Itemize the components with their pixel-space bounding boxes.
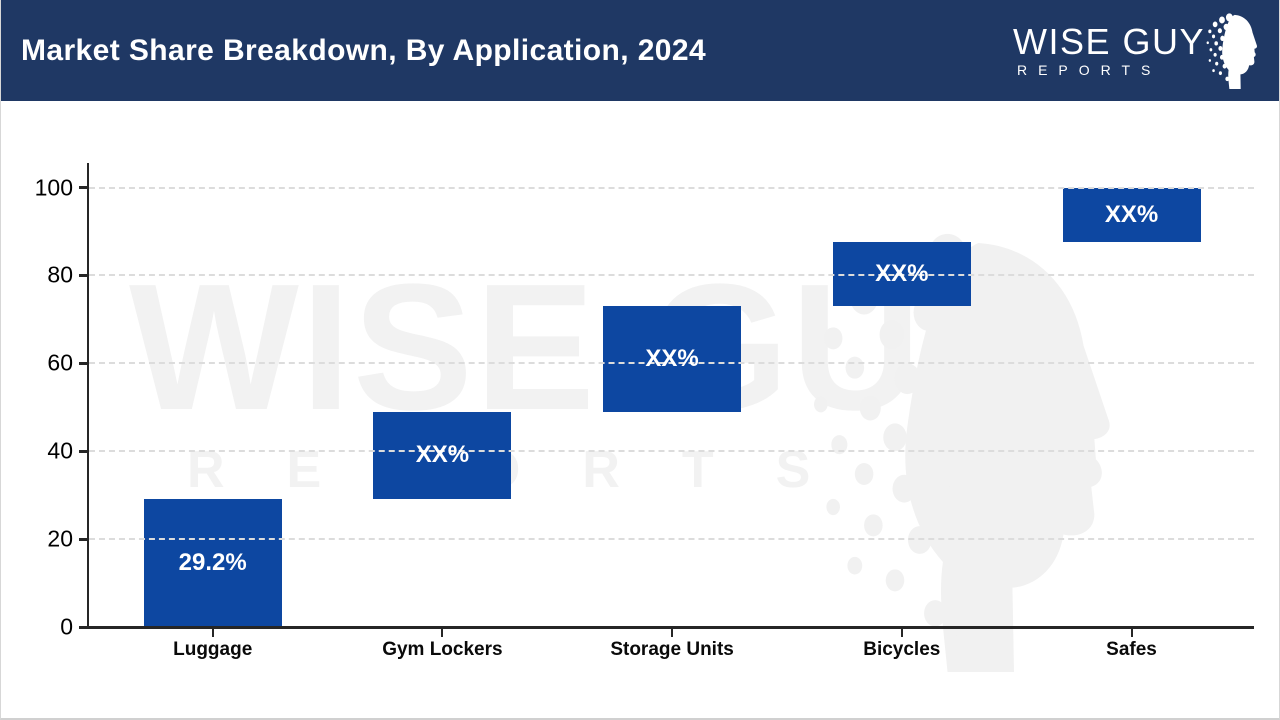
bar-value-label: XX% [1104, 200, 1159, 228]
logo-name: WISE GUY [1012, 21, 1205, 62]
gridline-100 [89, 186, 1254, 189]
x-axis-line [87, 626, 1254, 629]
face-profile-icon [1203, 13, 1261, 89]
x-category-label: Bicycles [863, 639, 941, 660]
x-category-label: Luggage [173, 639, 253, 660]
x-category-label: Storage Units [610, 639, 734, 660]
bar-safes [1062, 187, 1201, 242]
x-tick-2 [671, 629, 674, 637]
y-tick-40 [79, 449, 88, 453]
y-tick-label: 80 [47, 261, 73, 288]
x-tick-4 [1130, 629, 1133, 637]
x-tick-0 [211, 629, 214, 637]
gridline-80 [89, 274, 1254, 277]
bar-value-label: XX% [645, 345, 699, 373]
y-tick-20 [79, 537, 88, 541]
x-tick-3 [900, 629, 903, 637]
bar-value-label: XX% [875, 259, 929, 287]
y-tick-label: 0 [60, 613, 73, 640]
page-title: Market Share Breakdown, By Application, … [21, 33, 707, 67]
header: Market Share Breakdown, By Application, … [1, 0, 1279, 101]
y-tick-100 [79, 186, 88, 189]
bar-bicycles [832, 241, 971, 307]
x-tick-1 [441, 629, 444, 637]
gridline-20 [89, 538, 1254, 541]
logo-text: WISE GUY REPORTS [1012, 21, 1205, 78]
y-tick-label: 40 [47, 437, 73, 464]
y-tick-label: 20 [47, 525, 73, 552]
y-tick-80 [79, 273, 88, 277]
y-tick-label: 60 [47, 349, 73, 376]
x-category-label: Gym Lockers [382, 639, 503, 660]
bar-storage-units [603, 306, 742, 413]
bar-gym-lockers [373, 412, 512, 499]
wise-guy-reports-logo: WISE GUY REPORTS [1013, 13, 1261, 89]
logo-subtitle: REPORTS [1016, 62, 1162, 78]
y-tick-label: 100 [34, 174, 73, 200]
bar-value-label: 29.2% [178, 548, 247, 576]
x-category-label: Safes [1106, 639, 1157, 660]
y-tick-60 [79, 361, 88, 365]
y-axis-line [87, 163, 89, 629]
bar-value-label: XX% [415, 441, 470, 469]
bar-luggage [143, 498, 282, 627]
gridline-40 [89, 450, 1254, 453]
y-tick-0 [79, 625, 88, 629]
gridline-60 [89, 362, 1254, 365]
